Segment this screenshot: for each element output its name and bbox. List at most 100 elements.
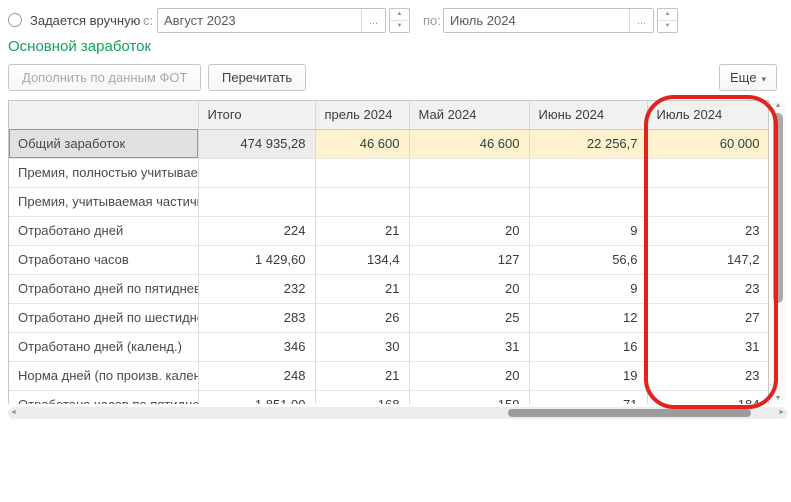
manual-radio[interactable] [8,13,22,27]
table-cell[interactable]: 27 [647,303,768,333]
from-date-picker-button[interactable]: ... [361,9,385,32]
table-cell[interactable] [198,158,316,188]
scroll-left-icon[interactable]: ◄ [10,409,17,416]
spinner-down-icon[interactable]: ▼ [390,20,409,32]
table-cell[interactable]: 184 [647,390,768,404]
table-cell[interactable] [409,158,530,188]
dropdown-caret-icon: ▾ [761,74,766,84]
table-cell[interactable]: 30 [315,332,410,362]
table-cell[interactable]: 232 [198,274,316,304]
spinner-up-icon[interactable]: ▲ [396,11,403,17]
vertical-scrollbar-thumb[interactable] [773,113,783,303]
table-cell[interactable]: 474 935,28 [198,129,316,159]
table-cell[interactable]: 31 [409,332,530,362]
table-cell[interactable]: 23 [647,274,768,304]
from-label: с: [143,13,154,28]
table-cell[interactable]: 21 [315,361,410,391]
vertical-scrollbar[interactable]: ▲ ▼ [770,100,786,404]
table-cell[interactable]: 21 [315,274,410,304]
column-header[interactable]: Июнь 2024 [529,101,648,130]
table-cell[interactable]: 60 000 [647,129,768,159]
horizontal-scrollbar-thumb[interactable] [508,409,751,417]
table-cell[interactable]: 46 600 [409,129,530,159]
table-cell[interactable] [529,158,648,188]
table-cell[interactable]: 168 [315,390,410,404]
column-header[interactable] [9,101,199,130]
row-label[interactable]: Отработано дней [9,216,199,246]
table-cell[interactable]: 25 [409,303,530,333]
row-label[interactable]: Норма дней (по произв. календар... [9,361,199,391]
row-label[interactable]: Общий заработок [9,129,199,159]
table-cell[interactable] [315,158,410,188]
table-cell[interactable] [198,187,316,217]
table-cell[interactable]: 20 [409,361,530,391]
column-header[interactable]: Июль 2024 [647,101,768,130]
table-row: Премия, учитываемая частично [9,187,768,217]
table-cell[interactable]: 23 [647,216,768,246]
to-date-spinner[interactable]: ▲ ▼ [657,8,678,33]
from-date-field[interactable]: Август 2023 ... [157,8,386,33]
horizontal-scrollbar[interactable]: ◄ ► [8,407,787,419]
scroll-right-icon[interactable]: ► [778,409,785,416]
from-date-value[interactable]: Август 2023 [164,13,236,28]
reread-button[interactable]: Перечитать [208,64,307,91]
table-cell[interactable]: 1 851,00 [198,390,316,404]
row-label[interactable]: Отработано дней (календ.) [9,332,199,362]
table-cell[interactable]: 224 [198,216,316,246]
table-cell[interactable]: 248 [198,361,316,391]
table-cell[interactable] [315,187,410,217]
table-cell[interactable] [647,158,768,188]
scroll-up-icon[interactable]: ▲ [774,102,782,109]
table-cell[interactable]: 31 [647,332,768,362]
table-cell[interactable]: 21 [315,216,410,246]
table-cell[interactable]: 71 [529,390,648,404]
table-cell[interactable]: 147,2 [647,245,768,275]
table-row: Отработано дней 224 21 20 9 23 [9,216,768,246]
table-cell[interactable]: 9 [529,216,648,246]
more-button[interactable]: Еще ▾ [719,64,777,91]
table-cell[interactable]: 159 [409,390,530,404]
table-cell[interactable]: 346 [198,332,316,362]
scroll-down-icon[interactable]: ▼ [774,395,782,402]
table-row: Премия, полностью учитываемая [9,158,768,188]
table-cell[interactable]: 9 [529,274,648,304]
table-cell[interactable]: 26 [315,303,410,333]
table-cell[interactable]: 127 [409,245,530,275]
column-header[interactable]: Итого [198,101,316,130]
row-label[interactable]: Отработано часов [9,245,199,275]
spinner-up-icon[interactable]: ▲ [664,11,671,17]
to-date-picker-button[interactable]: ... [629,9,653,32]
spinner-down-icon[interactable]: ▼ [658,20,677,32]
table-cell[interactable]: 20 [409,274,530,304]
table-cell[interactable] [409,187,530,217]
table-cell[interactable]: 16 [529,332,648,362]
table-cell[interactable]: 283 [198,303,316,333]
table-cell[interactable]: 1 429,60 [198,245,316,275]
row-label[interactable]: Отработано дней по шестидневно... [9,303,199,333]
to-date-value[interactable]: Июль 2024 [450,13,516,28]
table-cell[interactable] [647,187,768,217]
table-row: Отработано дней (календ.) 346 30 31 16 31 [9,332,768,362]
table-cell[interactable]: 134,4 [315,245,410,275]
section-title: Основной заработок [8,38,152,55]
table-row: Отработано часов 1 429,60 134,4 127 56,6 147,… [9,245,768,275]
table-cell[interactable] [529,187,648,217]
table-row: Отработано дней по шестидневно...2832625… [9,303,768,333]
row-label[interactable]: Премия, учитываемая частично [9,187,199,217]
column-header[interactable]: Май 2024 [409,101,530,130]
table-cell[interactable]: 19 [529,361,648,391]
to-date-field[interactable]: Июль 2024 ... [443,8,654,33]
table-cell[interactable]: 22 256,7 [529,129,648,159]
row-label[interactable]: Премия, полностью учитываемая [9,158,199,188]
from-date-spinner[interactable]: ▲ ▼ [389,8,410,33]
fill-by-fot-button[interactable]: Дополнить по данным ФОТ [8,64,202,91]
table-cell[interactable]: 46 600 [315,129,410,159]
table-cell[interactable]: 56,6 [529,245,648,275]
table-cell[interactable]: 12 [529,303,648,333]
row-label[interactable]: Отработано часов по пятидневно... [9,390,199,404]
table-cell[interactable]: 20 [409,216,530,246]
column-header[interactable]: прель 2024 [315,101,410,130]
row-label[interactable]: Отработано дней по пятидневной ... [9,274,199,304]
table-row: Отработано часов по пятидневно...1 851,0… [9,390,768,404]
table-cell[interactable]: 23 [647,361,768,391]
